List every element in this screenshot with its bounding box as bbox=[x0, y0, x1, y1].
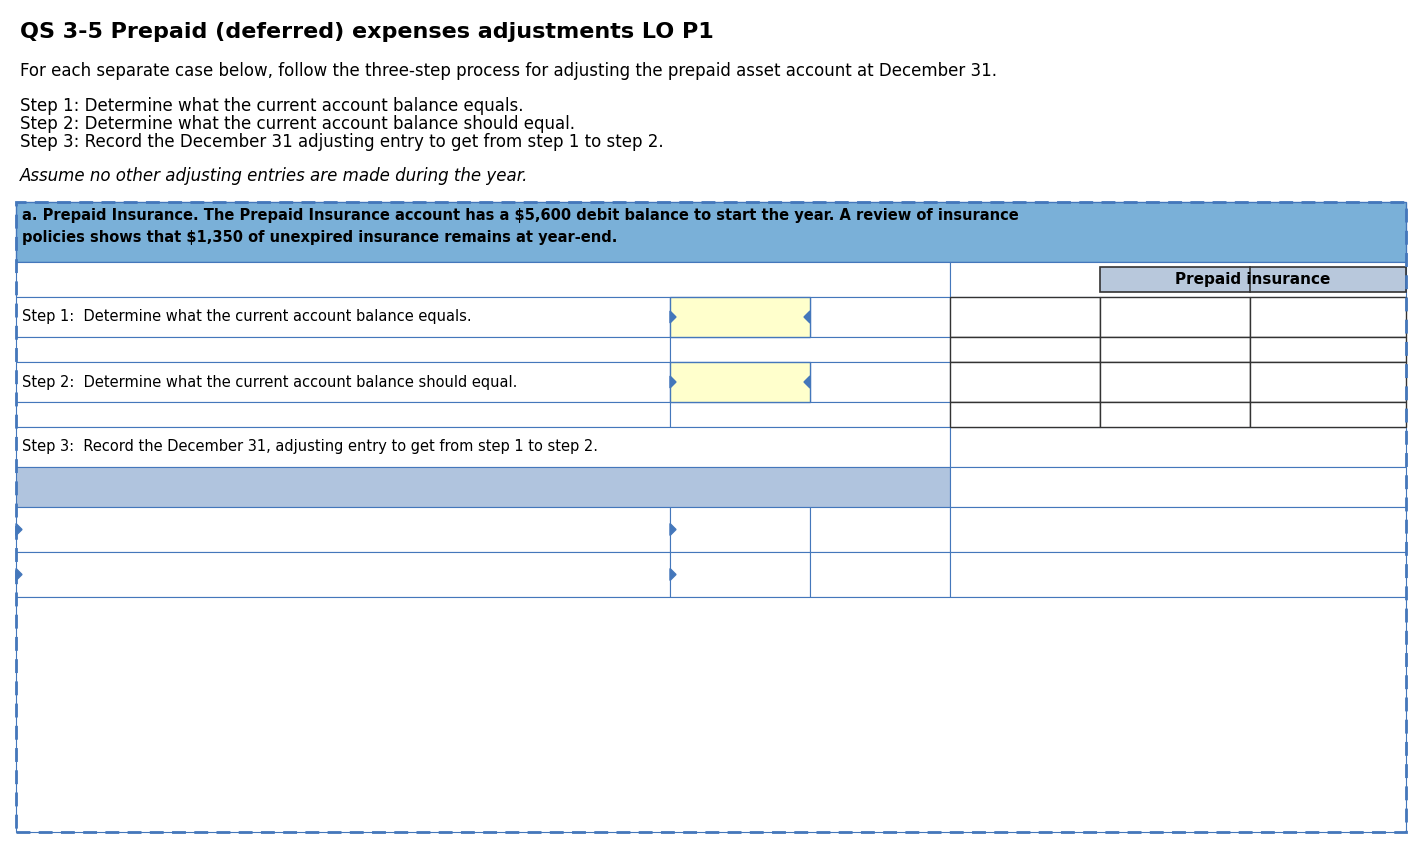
Bar bbox=[16, 337, 670, 362]
Text: Step 2: Determine what the current account balance should equal.: Step 2: Determine what the current accou… bbox=[20, 115, 574, 133]
Bar bbox=[950, 467, 1406, 507]
Bar bbox=[811, 362, 950, 402]
Text: policies shows that $1,350 of unexpired insurance remains at year-end.: policies shows that $1,350 of unexpired … bbox=[21, 230, 617, 245]
Bar bbox=[950, 402, 1101, 427]
Text: Step 3:  Record the December 31, adjusting entry to get from step 1 to step 2.: Step 3: Record the December 31, adjustin… bbox=[21, 440, 599, 455]
Bar bbox=[950, 552, 1406, 597]
Bar bbox=[16, 427, 950, 467]
Bar bbox=[670, 362, 811, 402]
Polygon shape bbox=[670, 376, 675, 388]
Polygon shape bbox=[670, 524, 675, 536]
Bar bbox=[670, 337, 950, 362]
Text: QS 3-5 Prepaid (deferred) expenses adjustments LO P1: QS 3-5 Prepaid (deferred) expenses adjus… bbox=[20, 22, 714, 42]
Bar bbox=[16, 597, 1406, 832]
Text: Step 1:  Determine what the current account balance equals.: Step 1: Determine what the current accou… bbox=[21, 310, 472, 324]
Bar bbox=[16, 262, 950, 297]
Bar bbox=[16, 297, 670, 337]
Bar bbox=[16, 202, 1406, 832]
Bar bbox=[670, 297, 811, 337]
Bar bbox=[811, 507, 950, 552]
Bar bbox=[811, 552, 950, 597]
Bar bbox=[811, 297, 950, 337]
Bar bbox=[1101, 337, 1250, 362]
Bar bbox=[670, 552, 811, 597]
Polygon shape bbox=[803, 376, 811, 388]
Bar bbox=[1101, 297, 1250, 337]
Text: Assume no other adjusting entries are made during the year.: Assume no other adjusting entries are ma… bbox=[20, 167, 529, 185]
Bar bbox=[950, 507, 1406, 552]
Text: a. Prepaid Insurance. The Prepaid Insurance account has a $5,600 debit balance t: a. Prepaid Insurance. The Prepaid Insura… bbox=[21, 208, 1018, 223]
Text: For each separate case below, follow the three-step process for adjusting the pr: For each separate case below, follow the… bbox=[20, 62, 997, 80]
Bar bbox=[16, 362, 670, 402]
Bar bbox=[950, 427, 1406, 467]
Polygon shape bbox=[803, 311, 811, 323]
Polygon shape bbox=[670, 568, 675, 580]
Text: Step 3: Record the December 31 adjusting entry to get from step 1 to step 2.: Step 3: Record the December 31 adjusting… bbox=[20, 133, 664, 151]
Polygon shape bbox=[16, 568, 21, 580]
Bar bbox=[1101, 402, 1250, 427]
Bar bbox=[1250, 297, 1406, 337]
Polygon shape bbox=[16, 524, 21, 536]
Bar bbox=[16, 552, 670, 597]
Bar bbox=[16, 507, 670, 552]
Bar bbox=[1250, 337, 1406, 362]
Bar bbox=[1250, 402, 1406, 427]
Bar bbox=[16, 402, 670, 427]
Bar bbox=[950, 337, 1101, 362]
Text: Step 1: Determine what the current account balance equals.: Step 1: Determine what the current accou… bbox=[20, 97, 523, 115]
Bar bbox=[1101, 362, 1250, 402]
Text: Prepaid insurance: Prepaid insurance bbox=[1176, 272, 1331, 287]
Bar bbox=[670, 507, 811, 552]
Bar bbox=[950, 362, 1101, 402]
Bar bbox=[1101, 267, 1406, 292]
Bar bbox=[670, 402, 950, 427]
Bar bbox=[16, 467, 950, 507]
Bar bbox=[1250, 362, 1406, 402]
Text: Step 2:  Determine what the current account balance should equal.: Step 2: Determine what the current accou… bbox=[21, 375, 518, 390]
Bar bbox=[950, 262, 1406, 297]
Polygon shape bbox=[670, 311, 675, 323]
Bar bbox=[16, 202, 1406, 262]
Bar bbox=[950, 297, 1101, 337]
